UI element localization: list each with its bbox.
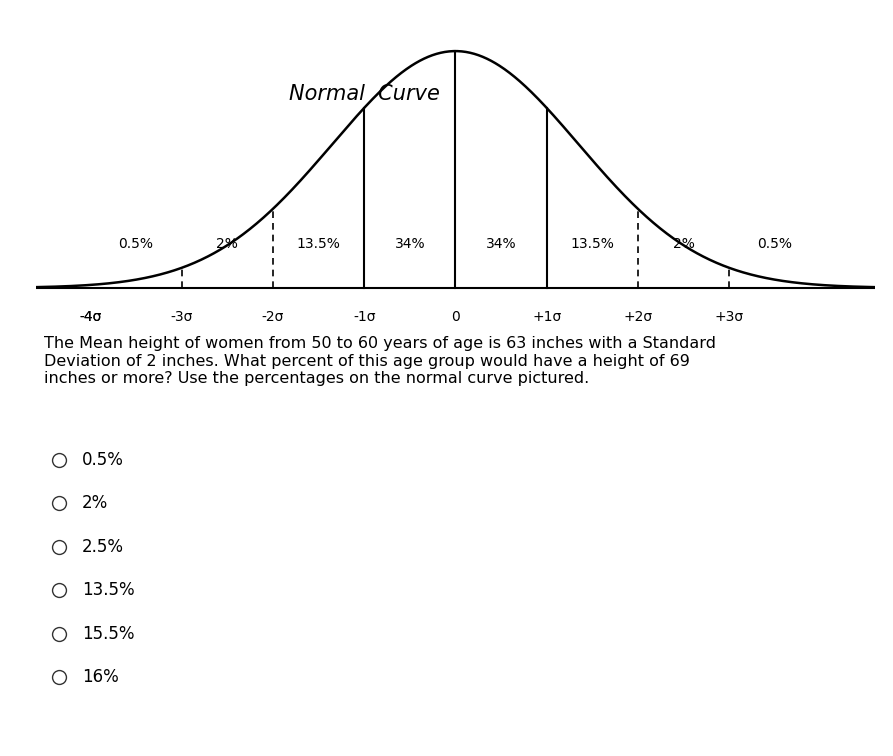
Text: -1σ: -1σ — [353, 310, 375, 324]
Text: 2.5%: 2.5% — [82, 538, 124, 556]
Text: -4σ: -4σ — [79, 310, 102, 324]
Text: 15.5%: 15.5% — [82, 624, 134, 643]
Text: +1σ: +1σ — [532, 310, 562, 324]
Text: 34%: 34% — [395, 237, 425, 251]
Text: 2%: 2% — [216, 237, 238, 251]
Text: Normal  Curve: Normal Curve — [288, 84, 439, 104]
Text: +3σ: +3σ — [714, 310, 744, 324]
Text: 16%: 16% — [82, 668, 119, 686]
Text: -3σ: -3σ — [171, 310, 193, 324]
Text: 34%: 34% — [486, 237, 516, 251]
Text: 0.5%: 0.5% — [82, 451, 124, 469]
Text: 13.5%: 13.5% — [82, 581, 135, 600]
Text: 2%: 2% — [82, 494, 108, 513]
Text: +2σ: +2σ — [623, 310, 653, 324]
Text: 13.5%: 13.5% — [571, 237, 614, 251]
Text: -2σ: -2σ — [262, 310, 284, 324]
Text: The Mean height of women from 50 to 60 years of age is 63 inches with a Standard: The Mean height of women from 50 to 60 y… — [44, 336, 716, 386]
Text: 0: 0 — [451, 310, 460, 324]
Text: -4σ: -4σ — [79, 310, 102, 324]
Text: 0.5%: 0.5% — [757, 237, 792, 251]
Text: 13.5%: 13.5% — [296, 237, 340, 251]
Text: 0.5%: 0.5% — [119, 237, 154, 251]
Text: 2%: 2% — [672, 237, 695, 251]
